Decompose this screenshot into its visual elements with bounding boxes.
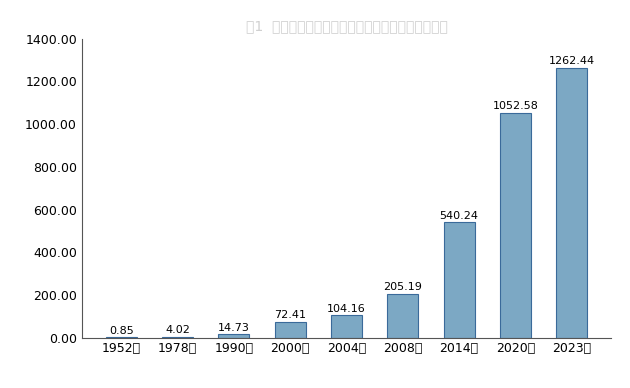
Text: 1052.58: 1052.58 <box>493 101 538 111</box>
Text: 14.73: 14.73 <box>218 323 250 333</box>
Text: 205.19: 205.19 <box>383 282 422 292</box>
Bar <box>275 322 306 338</box>
Bar <box>556 68 587 338</box>
Bar <box>500 113 531 338</box>
Text: 4.02: 4.02 <box>165 325 190 335</box>
Title: 图1  新中国成立以来主要年份保出生产总值（亿元）: 图1 新中国成立以来主要年份保出生产总值（亿元） <box>246 19 447 33</box>
Bar <box>331 315 362 338</box>
Text: 540.24: 540.24 <box>440 211 479 220</box>
Text: 1262.44: 1262.44 <box>549 56 595 66</box>
Text: 0.85: 0.85 <box>109 326 134 336</box>
Text: 104.16: 104.16 <box>327 304 366 314</box>
Bar <box>162 337 193 338</box>
Text: 72.41: 72.41 <box>274 310 306 320</box>
Bar <box>444 222 474 338</box>
Bar <box>219 334 249 338</box>
Bar <box>387 294 418 338</box>
